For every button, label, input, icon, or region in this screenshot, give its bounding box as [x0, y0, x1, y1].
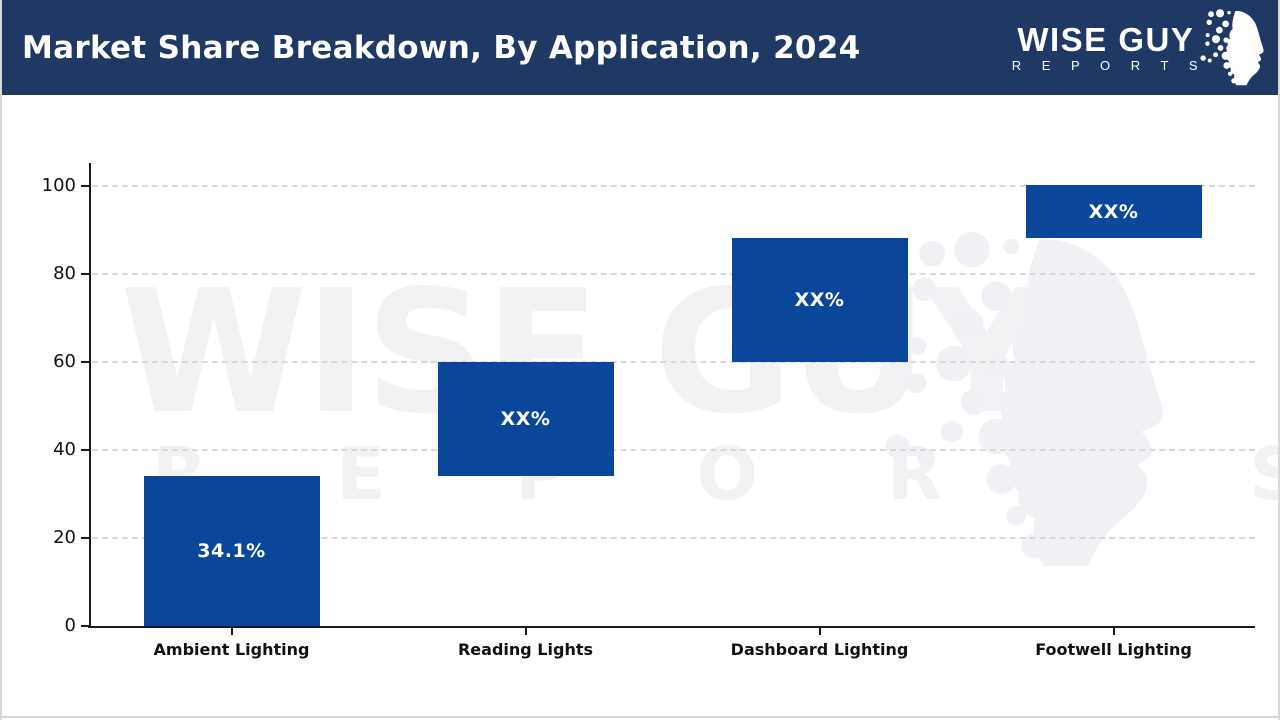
gridline — [92, 449, 1255, 451]
bar-reading-lights: XX% — [437, 362, 614, 476]
header: Market Share Breakdown, By Application, … — [2, 0, 1278, 95]
bar-value-label: XX% — [500, 407, 551, 430]
wiseguy-head-icon — [1200, 9, 1264, 86]
x-tick-mark — [1112, 628, 1115, 635]
x-axis-spine — [88, 626, 1255, 628]
bottom-border-line — [2, 716, 1278, 718]
x-tick-label: Reading Lights — [457, 640, 593, 659]
bar-ambient-lighting: 34.1% — [143, 475, 320, 626]
logo-reports-label: R E P O R T S — [1011, 58, 1206, 73]
gridline — [92, 361, 1255, 363]
gridline — [92, 185, 1255, 187]
wiseguy-logo-text: WISE GUY R E P O R T S — [1006, 23, 1206, 72]
logo-wiseguy-label: WISE GUY — [1017, 21, 1195, 58]
y-tick-label: 20 — [53, 527, 76, 548]
x-tick-label: Dashboard Lighting — [730, 640, 909, 659]
x-tick-mark — [524, 628, 527, 635]
x-tick-label: Footwell Lighting — [1035, 640, 1192, 659]
bar-value-label: 34.1% — [197, 539, 266, 562]
gridline — [92, 537, 1255, 539]
bar-value-label: XX% — [1088, 200, 1139, 223]
bar-value-label: XX% — [794, 288, 845, 311]
page-title: Market Share Breakdown, By Application, … — [22, 29, 861, 66]
watermark-head-icon — [885, 231, 1163, 567]
y-tick-label: 60 — [53, 351, 76, 372]
y-tick-mark — [81, 537, 89, 539]
y-axis-spine — [89, 163, 91, 628]
wiseguy-logo: WISE GUY R E P O R T S — [1006, 0, 1270, 95]
y-tick-mark — [81, 361, 89, 363]
y-tick-mark — [81, 625, 89, 627]
y-tick-mark — [81, 273, 89, 275]
gridline — [92, 273, 1255, 275]
y-tick-label: 100 — [41, 175, 76, 196]
y-tick-mark — [81, 185, 89, 187]
y-tick-label: 40 — [53, 439, 76, 460]
y-tick-label: 80 — [53, 263, 76, 284]
x-tick-mark — [230, 628, 233, 635]
bar-dashboard-lighting: XX% — [731, 237, 908, 362]
y-tick-mark — [81, 449, 89, 451]
bar-footwell-lighting: XX% — [1025, 185, 1202, 238]
x-tick-label: Ambient Lighting — [153, 640, 310, 659]
x-tick-mark — [818, 628, 821, 635]
y-tick-label: 0 — [64, 615, 76, 636]
